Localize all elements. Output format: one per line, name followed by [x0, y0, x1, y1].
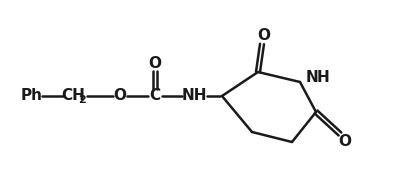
Text: O: O: [339, 135, 351, 150]
Text: H: H: [317, 70, 330, 85]
Text: CH: CH: [61, 89, 85, 103]
Text: 2: 2: [78, 95, 86, 105]
Text: O: O: [258, 27, 270, 42]
Text: Ph: Ph: [21, 89, 43, 103]
Text: O: O: [114, 89, 127, 103]
Text: O: O: [148, 56, 162, 70]
Text: N: N: [306, 70, 319, 85]
Text: NH: NH: [181, 89, 207, 103]
Text: C: C: [149, 89, 160, 103]
